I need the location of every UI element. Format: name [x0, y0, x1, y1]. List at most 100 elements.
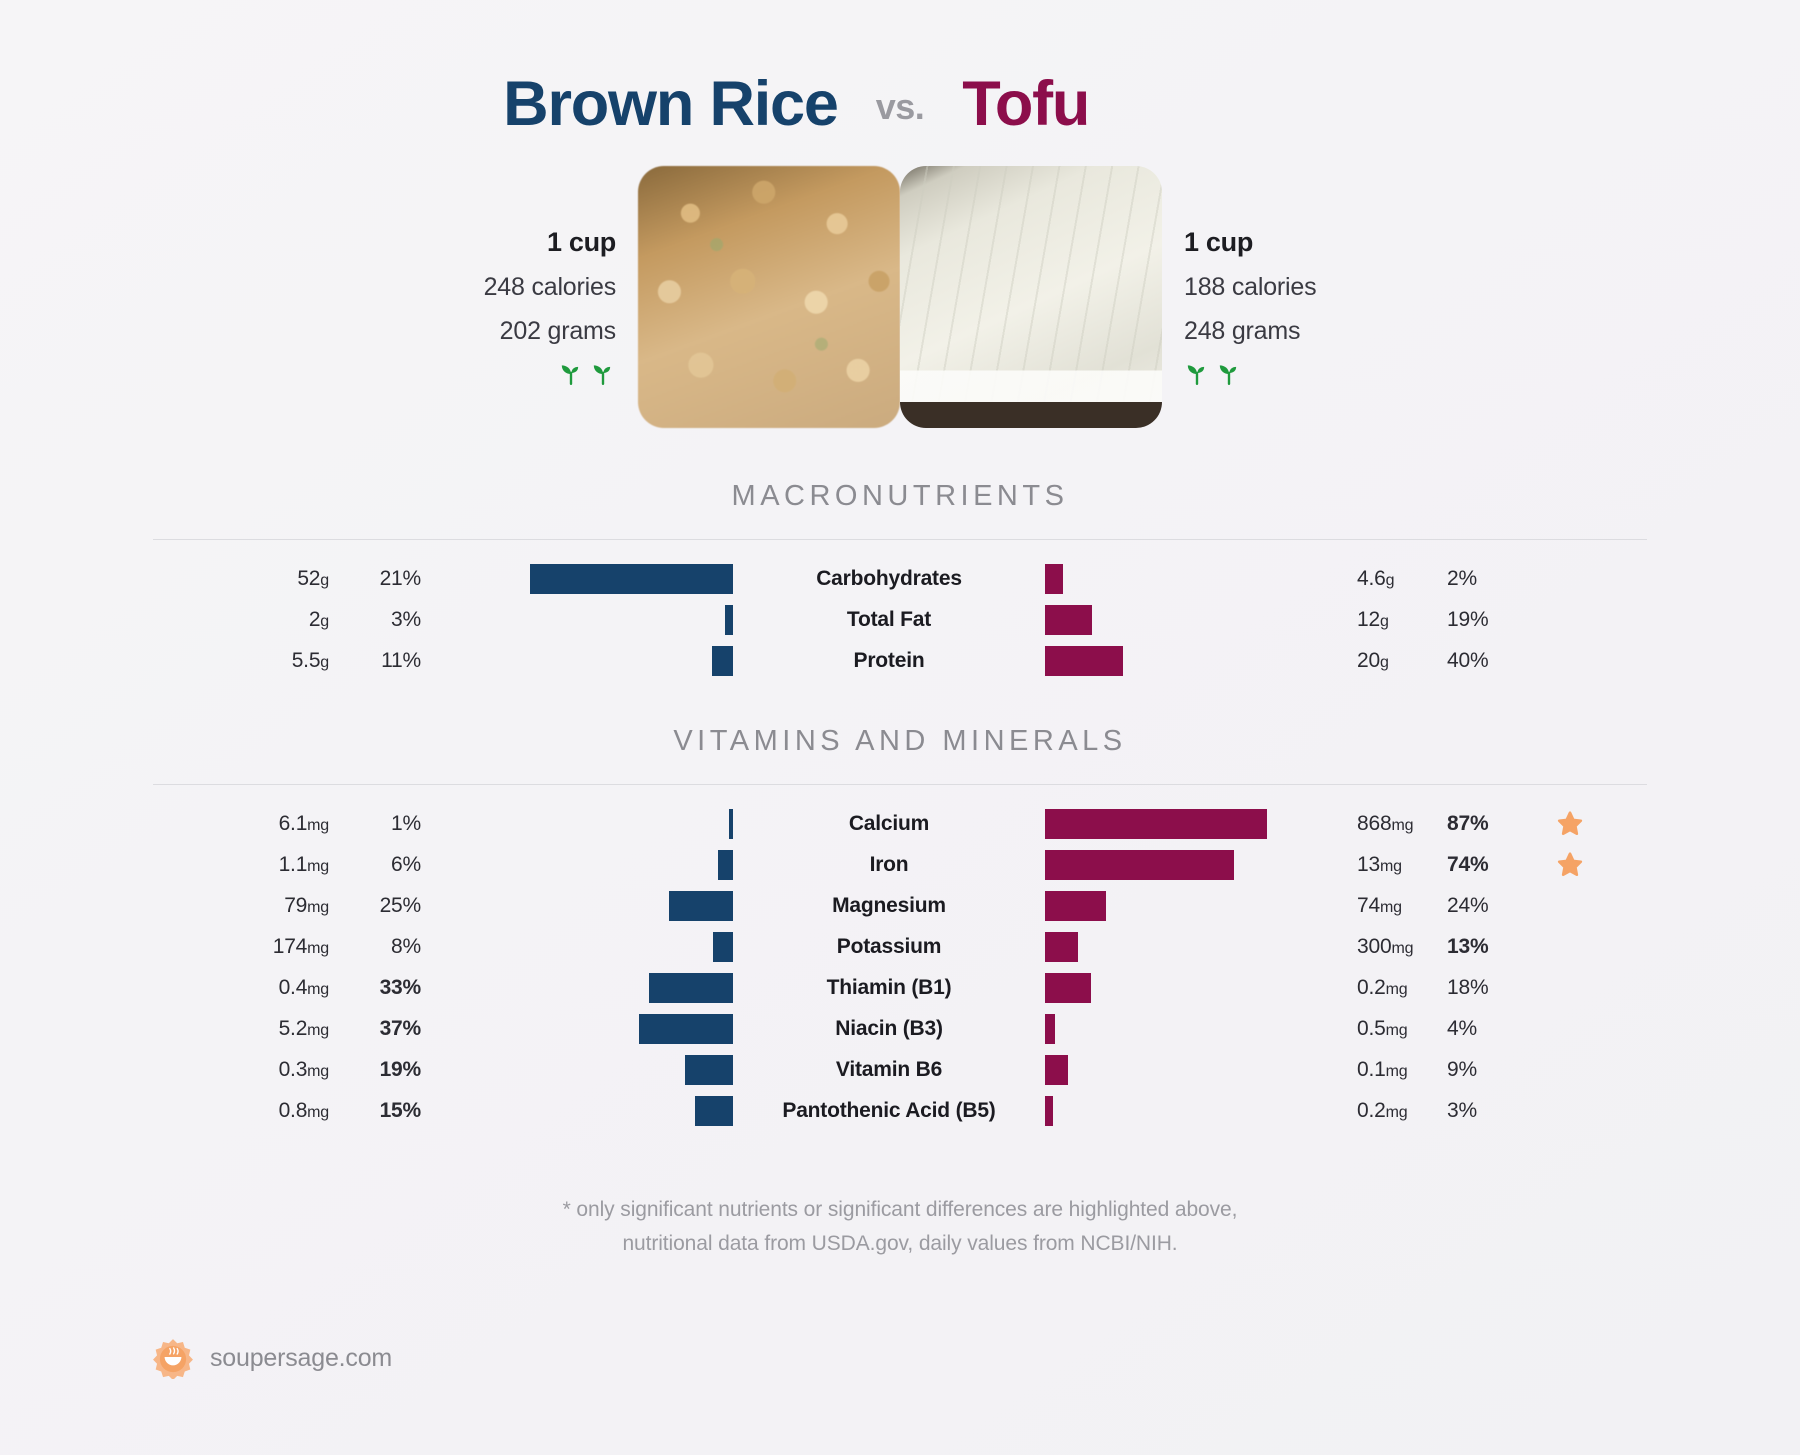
- nutrient-label: Carbohydrates: [816, 566, 962, 590]
- food-image-right: [900, 166, 1162, 428]
- left-bar-track: [449, 890, 739, 921]
- left-bar-track: [449, 1095, 739, 1126]
- right-amount: 20g: [1357, 648, 1389, 672]
- left-bar: [669, 890, 733, 921]
- left-bar-track: [449, 604, 739, 635]
- right-bar-track: [1039, 972, 1329, 1003]
- left-percent: 3%: [391, 607, 421, 631]
- left-bar-track: [449, 1013, 739, 1044]
- food-block-right: 1 cup 188 calories 248 grams: [900, 166, 1398, 428]
- right-bar: [1045, 808, 1267, 839]
- nutrient-row: 52g 21% Carbohydrates 4.6g 2%: [153, 558, 1647, 599]
- right-bar: [1045, 645, 1123, 676]
- right-bar-track: [1039, 645, 1329, 676]
- left-bar-track: [449, 645, 739, 676]
- right-amount: 0.2mg: [1357, 975, 1408, 999]
- left-percent: 6%: [391, 852, 421, 876]
- star-icon: [1557, 810, 1583, 835]
- left-bar: [712, 931, 733, 962]
- right-percent: 87%: [1447, 811, 1489, 835]
- right-amount: 4.6g: [1357, 566, 1395, 590]
- highlight-star-slot: [1557, 810, 1647, 837]
- nutrient-label: Total Fat: [846, 607, 932, 631]
- calories-left: 248 calories: [483, 272, 617, 301]
- left-bar: [648, 972, 733, 1003]
- left-bar: [694, 1095, 733, 1126]
- nutrient-label: Pantothenic Acid (B5): [782, 1098, 996, 1122]
- right-amount-unit: mg: [1379, 898, 1402, 916]
- nutrient-label: Protein: [853, 648, 925, 672]
- left-amount-unit: mg: [307, 980, 329, 998]
- right-amount: 13mg: [1357, 852, 1402, 876]
- left-amount: 1.1mg: [278, 852, 330, 876]
- right-percent: 24%: [1447, 893, 1489, 917]
- left-bar-track: [449, 808, 739, 839]
- food-image-left: [638, 166, 900, 428]
- right-bar-track: [1039, 849, 1329, 880]
- left-amount-unit: mg: [307, 1103, 329, 1121]
- right-percent: 3%: [1447, 1098, 1477, 1122]
- left-amount-unit: mg: [307, 816, 329, 834]
- right-bar-track: [1039, 563, 1329, 594]
- left-amount: 5.5g: [291, 648, 329, 672]
- left-percent: 33%: [379, 975, 422, 999]
- right-percent: 18%: [1447, 975, 1489, 999]
- food-meta-right: 1 cup 188 calories 248 grams: [1162, 209, 1398, 386]
- left-amount: 79mg: [284, 893, 329, 917]
- serving-size-left: 1 cup: [546, 226, 616, 257]
- nutrient-label: Magnesium: [832, 893, 946, 917]
- nutrient-row: 79mg 25% Magnesium 74mg 24%: [153, 885, 1647, 926]
- left-percent: 8%: [391, 934, 421, 958]
- nutrient-label: Vitamin B6: [835, 1057, 943, 1081]
- nutrient-row: 5.2mg 37% Niacin (B3) 0.5mg 4%: [153, 1008, 1647, 1049]
- soupersage-flower-icon: [153, 1339, 193, 1379]
- right-percent: 40%: [1447, 648, 1489, 672]
- serving-size-right: 1 cup: [1184, 226, 1254, 257]
- right-amount-unit: g: [1379, 653, 1389, 671]
- right-amount-unit: mg: [1385, 1103, 1408, 1121]
- sprout-icon: [1187, 364, 1205, 385]
- nutrient-row: 0.4mg 33% Thiamin (B1) 0.2mg 18%: [153, 967, 1647, 1008]
- nutrient-label: Calcium: [848, 811, 930, 835]
- left-amount: 0.4mg: [278, 975, 330, 999]
- left-bar: [725, 604, 733, 635]
- right-bar: [1045, 1013, 1056, 1044]
- right-bar: [1045, 849, 1234, 880]
- food-block-left: 1 cup 248 calories 202 grams: [402, 166, 900, 428]
- right-amount: 868mg: [1357, 811, 1414, 835]
- left-bar: [717, 849, 733, 880]
- brand-logo[interactable]: soupersage.com: [152, 1337, 392, 1379]
- right-amount-unit: mg: [1385, 1062, 1408, 1080]
- right-bar: [1045, 1095, 1053, 1126]
- section-vitamins-minerals: VITAMINS AND MINERALS 6.1mg 1% Calcium 868m…: [0, 725, 1800, 1131]
- right-bar: [1045, 890, 1107, 921]
- page-title-right: Tofu: [962, 69, 1090, 139]
- nutrient-row: 5.5g 11% Protein 20g 40%: [153, 640, 1647, 681]
- right-bar-track: [1039, 808, 1329, 839]
- left-amount-unit: g: [320, 571, 329, 589]
- versus-label: vs.: [875, 86, 925, 127]
- right-bar: [1045, 604, 1092, 635]
- left-amount-unit: g: [320, 612, 329, 630]
- left-percent: 15%: [379, 1098, 422, 1122]
- footnote: * only significant nutrients or signific…: [0, 1193, 1800, 1260]
- sprout-icon: [1219, 364, 1237, 385]
- right-bar-track: [1039, 890, 1329, 921]
- section-divider: [153, 784, 1647, 785]
- brand-text: soupersage.com: [210, 1343, 393, 1372]
- left-bar-track: [449, 849, 739, 880]
- left-amount: 52g: [297, 566, 329, 590]
- left-amount-unit: mg: [307, 857, 329, 875]
- right-bar: [1045, 972, 1091, 1003]
- nutrient-row: 6.1mg 1% Calcium 868mg 87%: [153, 803, 1647, 844]
- nutrient-row: 2g 3% Total Fat 12g 19%: [153, 599, 1647, 640]
- left-bar: [711, 645, 733, 676]
- footnote-line-2: nutritional data from USDA.gov, daily va…: [622, 1231, 1178, 1255]
- right-amount-unit: g: [1385, 571, 1395, 589]
- right-amount-unit: mg: [1385, 980, 1408, 998]
- right-amount-unit: mg: [1379, 857, 1402, 875]
- nutrient-rows-vitamins-minerals: 6.1mg 1% Calcium 868mg 87% 1.1mg 6% Iron 13mg 74%…: [153, 803, 1647, 1131]
- right-percent: 9%: [1447, 1057, 1477, 1081]
- left-amount-unit: mg: [307, 1021, 329, 1039]
- left-amount: 0.3mg: [278, 1057, 330, 1081]
